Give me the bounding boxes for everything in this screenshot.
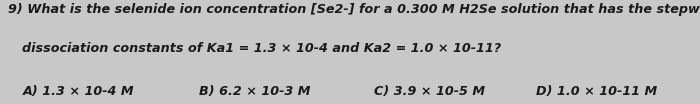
Text: 9) What is the selenide ion concentration [Se2-] for a 0.300 M H2Se solution tha: 9) What is the selenide ion concentratio… — [8, 3, 700, 16]
Text: A) 1.3 × 10-4 M: A) 1.3 × 10-4 M — [22, 85, 134, 98]
Text: D) 1.0 × 10-11 M: D) 1.0 × 10-11 M — [536, 85, 657, 98]
Text: B) 6.2 × 10-3 M: B) 6.2 × 10-3 M — [199, 85, 311, 98]
Text: C) 3.9 × 10-5 M: C) 3.9 × 10-5 M — [374, 85, 486, 98]
Text: dissociation constants of Ka1 = 1.3 × 10-4 and Ka2 = 1.0 × 10-11?: dissociation constants of Ka1 = 1.3 × 10… — [22, 42, 501, 55]
